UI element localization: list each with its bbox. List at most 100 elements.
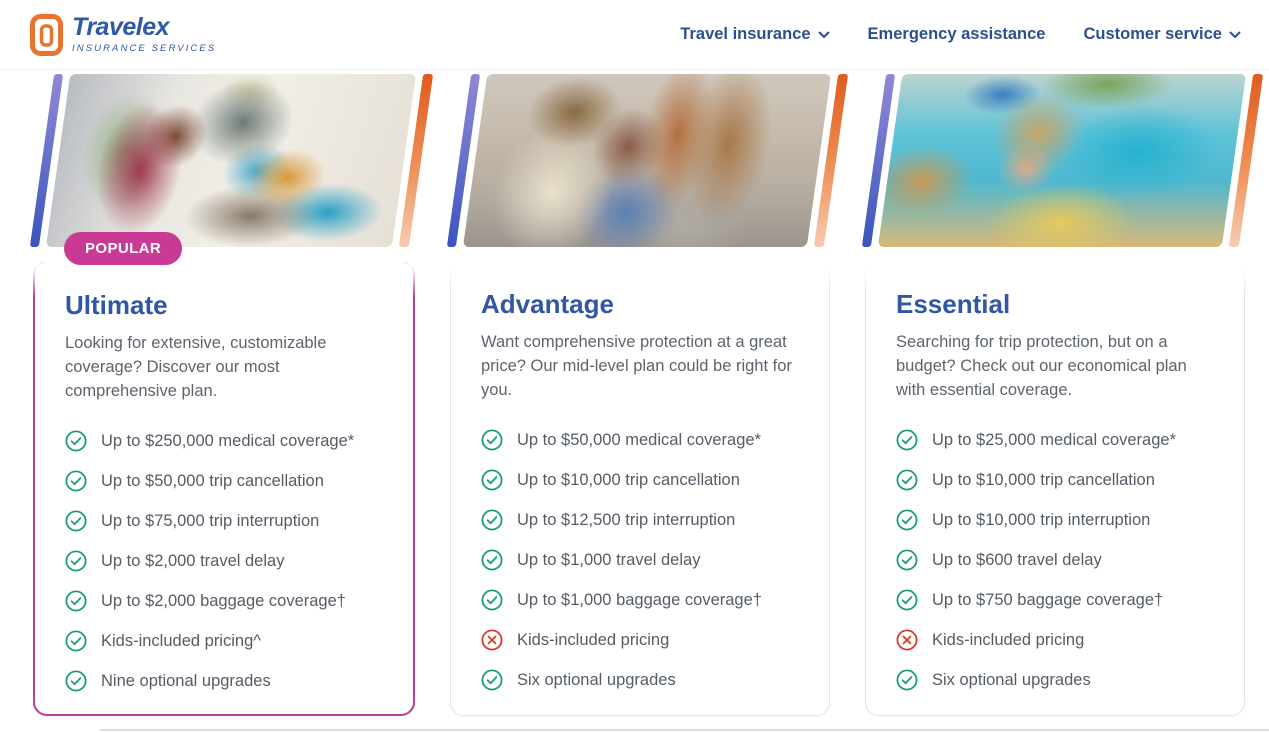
feature-text: Up to $250,000 medical coverage* (101, 431, 355, 450)
plan-card-advantage[interactable]: Advantage Want comprehensive protection … (449, 261, 831, 716)
nav-item-emergency-assistance[interactable]: Emergency assistance (868, 25, 1046, 44)
nav-item-label: Travel insurance (680, 25, 811, 43)
feature-row: Nine optional upgrades (65, 661, 383, 701)
popular-badge: POPULAR (64, 232, 183, 265)
feature-text: Kids-included pricing (517, 630, 670, 649)
plan-description: Want comprehensive protection at a great… (481, 333, 792, 399)
plan-card-ultimate[interactable]: Ultimate Looking for extensive, customiz… (33, 262, 415, 716)
section-divider (100, 729, 1269, 731)
brand-name: Travelex (72, 13, 170, 42)
feature-text: Up to $2,000 baggage coverage† (101, 591, 346, 610)
nav-item-customer-service[interactable]: Customer service (1084, 25, 1242, 44)
travelex-logo[interactable]: Travelex INSURANCE SERVICES (30, 13, 216, 56)
check-icon (65, 550, 87, 572)
family-packing-suitcase-photo (45, 74, 417, 247)
main-nav: Travel insurance Emergency assistance Cu… (680, 25, 1241, 44)
feature-row: Up to $50,000 trip cancellation (65, 461, 383, 501)
feature-text: Up to $2,000 travel delay (101, 551, 285, 570)
plan-comparison-section: POPULAR Ultimate Looking for extensive, … (0, 70, 1269, 716)
feature-row: Kids-included pricing^ (65, 621, 383, 661)
check-icon (65, 430, 87, 452)
feature-row: Up to $1,000 travel delay (481, 540, 799, 580)
nav-item-travel-insurance[interactable]: Travel insurance (680, 25, 830, 44)
feature-text: Up to $12,500 trip interruption (517, 510, 736, 529)
plan-title: Advantage (481, 289, 614, 319)
check-icon (481, 549, 503, 571)
feature-row: Six optional upgrades (896, 660, 1214, 700)
check-icon (896, 549, 918, 571)
check-icon (65, 590, 87, 612)
check-icon (481, 589, 503, 611)
feature-list: Up to $250,000 medical coverage* Up to $… (65, 421, 383, 701)
feature-row: Up to $50,000 medical coverage* (481, 420, 799, 460)
cross-icon (896, 629, 918, 651)
feature-row: Up to $750 baggage coverage† (896, 580, 1214, 620)
cross-icon (481, 629, 503, 651)
check-icon (896, 469, 918, 491)
plan-description: Searching for trip protection, but on a … (896, 333, 1187, 399)
feature-row: Kids-included pricing (481, 620, 799, 660)
plan-title: Essential (896, 289, 1011, 319)
feature-row: Up to $12,500 trip interruption (481, 500, 799, 540)
feature-row: Kids-included pricing (896, 620, 1214, 660)
top-nav-bar: Travelex INSURANCE SERVICES Travel insur… (0, 0, 1269, 70)
feature-row: Six optional upgrades (481, 660, 799, 700)
nav-item-label: Customer service (1083, 25, 1223, 43)
feature-row: Up to $25,000 medical coverage* (896, 420, 1214, 460)
plan-column-advantage: Advantage Want comprehensive protection … (446, 74, 849, 716)
check-icon (896, 509, 918, 531)
feature-text: Nine optional upgrades (101, 671, 271, 690)
feature-text: Up to $750 baggage coverage† (932, 590, 1164, 609)
plan-column-ultimate: POPULAR Ultimate Looking for extensive, … (29, 74, 434, 716)
feature-row: Up to $75,000 trip interruption (65, 501, 383, 541)
brand-tagline: INSURANCE SERVICES (72, 43, 217, 55)
feature-text: Six optional upgrades (517, 670, 676, 689)
feature-row: Up to $600 travel delay (896, 540, 1214, 580)
check-icon (65, 470, 87, 492)
feature-row: Up to $2,000 baggage coverage† (65, 581, 383, 621)
check-icon (65, 670, 87, 692)
chevron-down-icon (818, 31, 830, 38)
feature-text: Up to $75,000 trip interruption (101, 511, 320, 530)
feature-row: Up to $250,000 medical coverage* (65, 421, 383, 461)
feature-row: Up to $1,000 baggage coverage† (481, 580, 799, 620)
plan-card-essential[interactable]: Essential Searching for trip protection,… (864, 261, 1246, 716)
travelex-wordmark: Travelex INSURANCE SERVICES (72, 15, 216, 54)
chevron-down-icon (1229, 31, 1241, 38)
check-icon (896, 669, 918, 691)
feature-row: Up to $10,000 trip cancellation (481, 460, 799, 500)
feature-text: Up to $600 travel delay (932, 550, 1102, 569)
check-icon (481, 429, 503, 451)
feature-list: Up to $50,000 medical coverage* Up to $1… (481, 420, 799, 700)
feature-text: Up to $50,000 trip cancellation (101, 471, 324, 490)
plan-photo-wrap (29, 74, 434, 252)
feature-text: Up to $10,000 trip cancellation (932, 470, 1155, 489)
check-icon (896, 429, 918, 451)
feature-row: Up to $10,000 trip interruption (896, 500, 1214, 540)
feature-text: Up to $10,000 trip interruption (932, 510, 1151, 529)
feature-text: Up to $1,000 travel delay (517, 550, 701, 569)
plan-photo-wrap (861, 74, 1264, 252)
travelex-logo-icon (30, 13, 63, 56)
plan-description: Looking for extensive, customizable cove… (65, 334, 327, 400)
nav-item-label: Emergency assistance (867, 25, 1046, 43)
check-icon (896, 589, 918, 611)
feature-text: Up to $50,000 medical coverage* (517, 430, 761, 449)
feature-text: Kids-included pricing^ (101, 631, 261, 650)
check-icon (481, 509, 503, 531)
plan-column-essential: Essential Searching for trip protection,… (861, 74, 1264, 716)
feature-row: Up to $2,000 travel delay (65, 541, 383, 581)
feature-text: Up to $25,000 medical coverage* (932, 430, 1176, 449)
feature-row: Up to $10,000 trip cancellation (896, 460, 1214, 500)
plan-title: Ultimate (65, 290, 168, 320)
senior-couple-city-photo (462, 74, 832, 247)
check-icon (481, 669, 503, 691)
feature-text: Kids-included pricing (932, 630, 1085, 649)
check-icon (65, 630, 87, 652)
feature-text: Six optional upgrades (932, 670, 1091, 689)
woman-relaxing-poolside-photo (877, 74, 1247, 247)
feature-text: Up to $10,000 trip cancellation (517, 470, 740, 489)
plan-photo-wrap (446, 74, 849, 252)
feature-list: Up to $25,000 medical coverage* Up to $1… (896, 420, 1214, 700)
feature-text: Up to $1,000 baggage coverage† (517, 590, 762, 609)
